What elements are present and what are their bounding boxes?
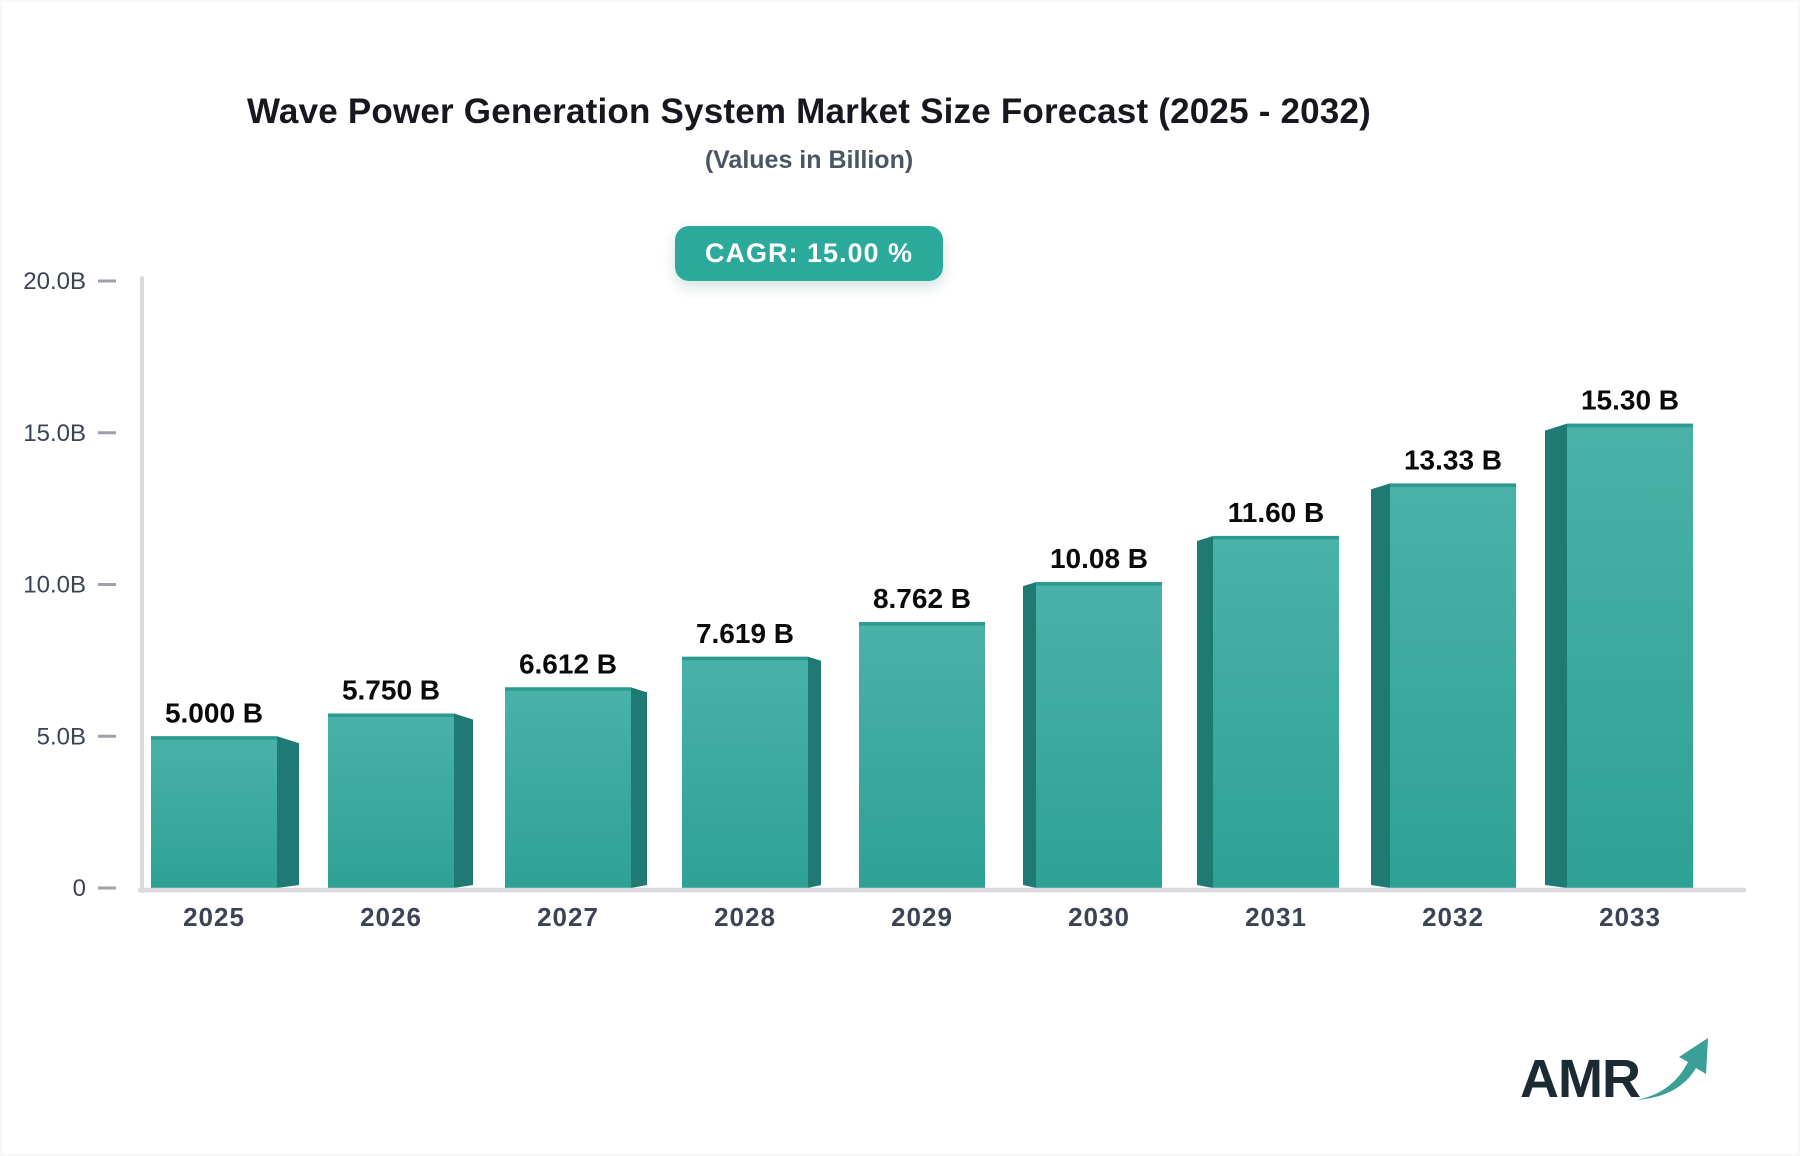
bar-top-edge-2032	[1390, 483, 1516, 487]
bar-top-edge-2030	[1036, 582, 1162, 586]
axis-layer: 20.0B 15.0B 10.0B 5.0B 0	[23, 268, 1747, 902]
bar-2026	[328, 713, 454, 888]
bar-2028	[682, 656, 808, 888]
y-tick-label: 5.0B	[37, 723, 86, 750]
bar-side-face-2026	[454, 713, 473, 888]
bar-top-edge-2029	[859, 622, 985, 626]
x-tick-label: 2030	[1068, 902, 1130, 932]
bar-value-label: 5.000 B	[165, 697, 263, 728]
bar-top-edge-2025	[151, 736, 277, 740]
bar-top-edge-2033	[1567, 423, 1693, 428]
y-tick-label: 10.0B	[23, 572, 86, 599]
x-tick-label: 2025	[183, 902, 245, 932]
bar-2029	[859, 622, 985, 888]
bar-side-face-2032	[1371, 483, 1390, 888]
y-tick-label: 20.0B	[23, 268, 86, 295]
x-tick-label: 2028	[714, 902, 776, 932]
bar-value-label: 11.60 B	[1228, 497, 1325, 528]
x-tick-label: 2032	[1422, 902, 1484, 932]
bar-value-label: 8.762 B	[873, 583, 971, 614]
bar-value-label: 15.30 B	[1581, 385, 1679, 416]
y-tick-label: 15.0B	[23, 420, 86, 447]
bar-side-face-2031	[1197, 535, 1213, 888]
x-tick-label: 2027	[537, 902, 599, 932]
x-tick-label: 2031	[1245, 902, 1307, 932]
bar-2030	[1036, 582, 1162, 888]
bar-top-edge-2028	[682, 656, 808, 661]
cagr-badge: CAGR: 15.00 %	[674, 226, 944, 281]
bar-side-face-2028	[808, 656, 821, 888]
x-tick-label: 2026	[360, 902, 422, 932]
bar-top-edge-2027	[505, 687, 631, 691]
bar-value-label: 13.33 B	[1404, 444, 1502, 475]
bar-2025	[151, 736, 277, 888]
bar-value-label: 10.08 B	[1050, 543, 1148, 574]
amr-logo-text: AMR	[1520, 1049, 1641, 1109]
bar-value-label: 7.619 B	[696, 618, 794, 649]
bars-layer	[151, 423, 1693, 888]
bar-side-face-2030	[1023, 582, 1036, 888]
growth-arrow-icon	[1636, 1038, 1708, 1100]
cagr-badge-row: CAGR: 15.00 %	[2, 226, 1616, 281]
bar-2033	[1567, 423, 1693, 888]
amr-logo: AMR	[1520, 1036, 1712, 1106]
bar-side-face-2027	[631, 687, 647, 888]
y-tick-label: 0	[73, 875, 86, 902]
bar-2031	[1213, 535, 1339, 888]
bar-side-face-2033	[1545, 423, 1567, 888]
x-tick-label: 2029	[891, 902, 953, 932]
bar-2032	[1390, 483, 1516, 888]
bar-side-face-2025	[277, 736, 299, 888]
labels-layer: 5.000 B 2025 5.750 B 2026 6.612 B 2027 7.619 B…	[165, 385, 1679, 932]
bar-value-label: 5.750 B	[342, 674, 440, 705]
x-tick-label: 2033	[1599, 902, 1661, 932]
bar-top-edge-2026	[328, 713, 454, 717]
bar-2027	[505, 687, 631, 888]
bar-top-edge-2031	[1213, 535, 1339, 540]
bar-value-label: 6.612 B	[519, 648, 617, 679]
